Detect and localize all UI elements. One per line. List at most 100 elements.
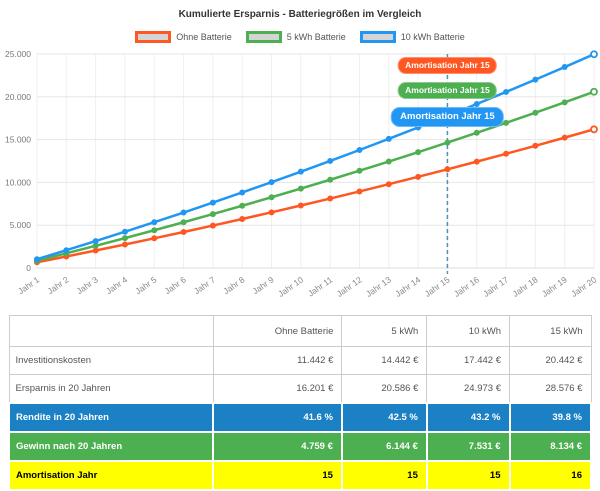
x-tick-label: Jahr 2 [45, 274, 70, 296]
x-tick-label: Jahr 1 [16, 274, 41, 296]
x-tick-label: Jahr 11 [306, 274, 335, 298]
data-point[interactable] [356, 147, 363, 154]
data-point[interactable] [385, 181, 392, 188]
x-tick-label: Jahr 14 [393, 274, 422, 299]
data-point[interactable] [151, 235, 158, 242]
y-tick-label: 25.000 [5, 49, 31, 59]
table-cell: 8.134 € [508, 431, 592, 462]
data-point[interactable] [180, 209, 187, 216]
data-point[interactable] [268, 179, 275, 186]
chart-title: Kumulierte Ersparnis - Batteriegrößen im… [178, 9, 422, 20]
data-point[interactable] [473, 129, 480, 136]
y-tick-label: 15.000 [5, 135, 31, 145]
data-point[interactable] [297, 168, 304, 175]
data-point[interactable] [561, 134, 568, 141]
legend-swatch-icon [135, 31, 172, 43]
legend-item-ohne-batterie[interactable]: Ohne Batterie [135, 31, 232, 43]
x-tick-label: Jahr 10 [276, 274, 305, 299]
data-point[interactable] [503, 88, 510, 95]
y-tick-label: 5.000 [10, 220, 32, 230]
data-point[interactable] [503, 119, 510, 126]
legend-item-10-kwh-batterie[interactable]: 10 kWh Batterie [359, 31, 465, 43]
table-cell: 16.201 € [212, 374, 343, 404]
data-point[interactable] [473, 158, 480, 165]
x-tick-label: Jahr 4 [104, 274, 129, 296]
data-point[interactable] [415, 149, 422, 156]
y-tick-label: 10.000 [5, 177, 31, 187]
data-point[interactable] [209, 211, 216, 218]
data-point[interactable] [268, 194, 275, 201]
data-point[interactable] [268, 209, 275, 216]
data-point[interactable] [327, 176, 334, 183]
data-point[interactable] [63, 247, 70, 254]
row-label: Rendite in 20 Jahren [7, 402, 215, 433]
data-point[interactable] [180, 228, 187, 235]
column-header: 15 kWh [509, 315, 592, 347]
data-point[interactable] [561, 64, 568, 71]
data-point[interactable] [297, 185, 304, 192]
legend-item-5-kwh-batterie[interactable]: 5 kWh Batterie [245, 31, 346, 43]
row-label: Gewinn nach 20 Jahren [7, 431, 215, 462]
data-point[interactable] [561, 99, 568, 106]
column-header: 5 kWh [341, 315, 428, 347]
table-header-row: Ohne Batterie 5 kWh 10 kWh 15 kWh [8, 315, 592, 347]
x-tick-label: Jahr 3 [75, 274, 100, 296]
x-tick-label: Jahr 5 [133, 274, 158, 296]
annotation-badge-orange: Amortisation Jahr 15 [398, 57, 497, 74]
x-tick-label: Jahr 7 [192, 274, 217, 296]
x-tick-label: Jahr 8 [221, 274, 246, 296]
data-point[interactable] [532, 109, 539, 116]
data-point[interactable] [239, 216, 246, 223]
table-cell: 14.442 € [341, 346, 428, 375]
data-point[interactable] [327, 195, 334, 202]
data-point[interactable] [121, 235, 128, 242]
table-cell: 17.442 € [426, 346, 510, 375]
chart-legend: Ohne Batterie 5 kWh Batterie 10 kWh Batter… [0, 30, 600, 44]
table-row: Amortisation Jahr 15 15 15 16 [7, 460, 592, 491]
table-cell: 20.586 € [341, 374, 428, 404]
legend-label: Ohne Batterie [176, 32, 232, 42]
data-point[interactable] [151, 227, 158, 234]
data-point[interactable] [385, 135, 392, 142]
x-tick-label: Jahr 9 [251, 274, 276, 296]
annotation-badge-green: Amortisation Jahr 15 [398, 82, 497, 99]
data-point[interactable] [34, 256, 40, 263]
x-tick-label: Jahr 15 [423, 274, 452, 299]
chart-canvas[interactable]: Jahr 1 Jahr 2 Jahr 3 Jahr 4 Jahr 5 Jahr 6 Jahr… [0, 47, 600, 309]
data-point[interactable] [239, 202, 246, 209]
series-ohne-batterie[interactable] [34, 125, 598, 266]
data-point[interactable] [503, 150, 510, 157]
data-point[interactable] [444, 139, 451, 146]
annotation-badge-blue: Amortisation Jahr 15 [391, 107, 504, 127]
series-5-kwh-batterie[interactable] [34, 87, 598, 264]
data-point[interactable] [121, 241, 128, 248]
data-point[interactable] [385, 158, 392, 165]
data-point[interactable] [356, 188, 363, 195]
data-point[interactable] [121, 228, 128, 235]
data-point[interactable] [473, 101, 480, 108]
x-tick-label: Jahr 17 [481, 274, 510, 299]
data-point[interactable] [151, 219, 158, 226]
data-point[interactable] [297, 202, 304, 209]
data-point[interactable] [209, 199, 216, 206]
data-point[interactable] [590, 87, 598, 96]
table-cell: 16 [508, 460, 592, 491]
data-point[interactable] [532, 142, 539, 149]
data-point[interactable] [590, 50, 598, 59]
data-point[interactable] [209, 222, 216, 229]
data-point[interactable] [356, 167, 363, 174]
column-header: Ohne Batterie [212, 315, 343, 347]
data-point[interactable] [590, 125, 598, 134]
data-point[interactable] [239, 189, 246, 196]
data-point[interactable] [532, 76, 539, 83]
data-point[interactable] [180, 219, 187, 226]
data-point[interactable] [444, 166, 451, 173]
y-tick-label: 0 [26, 263, 31, 273]
data-point[interactable] [415, 173, 422, 180]
table-cell: 20.442 € [509, 346, 592, 375]
series-10-kwh-batterie[interactable] [34, 50, 598, 263]
data-point[interactable] [327, 157, 334, 164]
x-tick-label: Jahr 20 [569, 274, 598, 299]
data-point[interactable] [92, 238, 99, 245]
x-tick-label: Jahr 19 [540, 274, 569, 299]
